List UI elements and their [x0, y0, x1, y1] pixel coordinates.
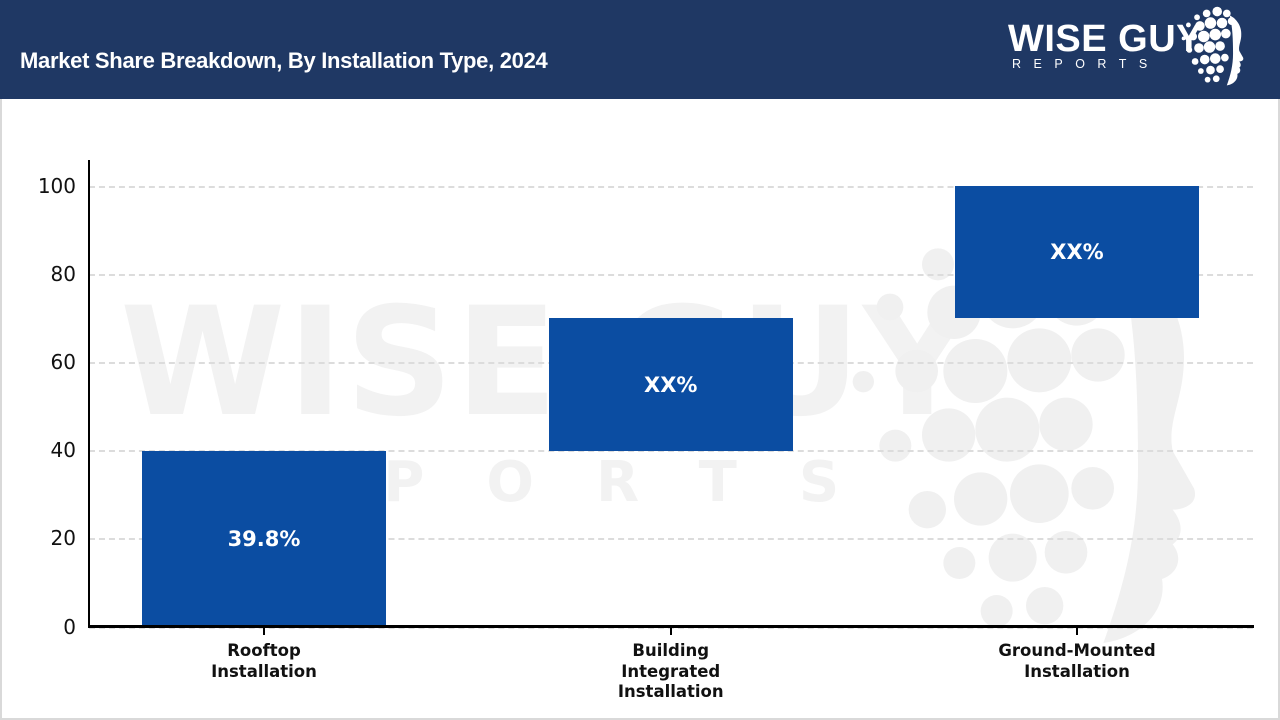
bar-segment: XX% — [548, 318, 793, 452]
y-tick-label: 100 — [37, 174, 76, 198]
gridline — [89, 538, 1253, 541]
x-tick-mark — [669, 628, 672, 635]
gridline — [89, 186, 1253, 188]
x-tick-mark — [263, 628, 265, 635]
y-tick-label: 80 — [50, 262, 76, 287]
y-tick-label: 40 — [50, 438, 76, 463]
y-tick-label: 0 — [63, 614, 76, 639]
plot-area: WISE GUY REPORTS 0 20 40 60 80 100 39.8% XX% XX… — [0, 99, 1280, 718]
category-label: Ground-Mounted Installation — [998, 641, 1156, 681]
category-label: Building Integrated Installation — [617, 641, 724, 701]
x-axis-line — [88, 625, 1254, 628]
wise-guy-face-icon — [1181, 6, 1244, 86]
y-tick-label: 60 — [50, 350, 76, 375]
bar-value-label: XX% — [644, 372, 698, 397]
wise-guy-logo: WISE GUY REPORTS — [1004, 0, 1274, 99]
x-tick-mark — [1076, 628, 1078, 635]
bar-value-label: 39.8% — [227, 526, 301, 551]
header-bar: Market Share Breakdown, By Installation … — [0, 0, 1280, 99]
page-title: Market Share Breakdown, By Installation … — [20, 48, 548, 73]
bar-segment: 39.8% — [142, 451, 386, 627]
bar-segment: XX% — [955, 186, 1199, 319]
logo-subtext: REPORTS — [1012, 57, 1160, 71]
y-axis-line — [88, 160, 90, 628]
bar-value-label: XX% — [1050, 240, 1104, 265]
gridline — [89, 450, 1253, 453]
logo-wordmark: WISE GUY — [1008, 18, 1203, 60]
y-tick-label: 20 — [50, 526, 76, 551]
category-label: Rooftop Installation — [211, 641, 317, 681]
gridline — [89, 274, 1253, 277]
